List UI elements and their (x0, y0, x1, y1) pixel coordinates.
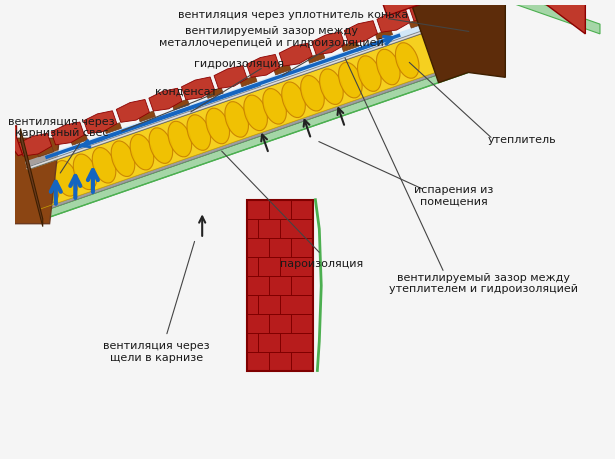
Polygon shape (344, 22, 378, 45)
Polygon shape (116, 100, 149, 123)
Ellipse shape (225, 102, 248, 138)
Text: пароизоляция: пароизоляция (280, 258, 363, 269)
Text: испарения из
помещения: испарения из помещения (415, 185, 494, 206)
Polygon shape (51, 123, 84, 146)
Ellipse shape (54, 161, 78, 197)
Polygon shape (341, 42, 359, 52)
Text: гидроизоляция: гидроизоляция (194, 59, 284, 69)
Polygon shape (383, 0, 483, 17)
Polygon shape (507, 0, 585, 35)
Polygon shape (377, 11, 410, 33)
Ellipse shape (206, 109, 229, 145)
Polygon shape (206, 89, 223, 99)
Ellipse shape (339, 63, 362, 99)
Ellipse shape (263, 90, 287, 125)
Polygon shape (36, 147, 54, 157)
Ellipse shape (301, 76, 324, 112)
Bar (247, 200, 314, 371)
Ellipse shape (168, 122, 192, 157)
Text: вентилируемый зазор между
металлочерепицей и гидроизоляцией: вентилируемый зазор между металлочерепиц… (159, 26, 384, 47)
Polygon shape (0, 126, 22, 157)
Ellipse shape (357, 56, 381, 92)
Ellipse shape (73, 155, 97, 190)
Polygon shape (240, 77, 257, 88)
Polygon shape (502, 0, 600, 35)
Polygon shape (279, 44, 312, 67)
Polygon shape (27, 22, 451, 171)
Polygon shape (42, 66, 468, 219)
Text: вентиляция через
щели в карнизе: вентиляция через щели в карнизе (103, 341, 210, 362)
Text: конденсат: конденсат (154, 86, 216, 96)
Polygon shape (274, 65, 291, 76)
Polygon shape (20, 129, 42, 227)
Ellipse shape (395, 44, 419, 79)
Polygon shape (71, 135, 87, 146)
Polygon shape (172, 100, 189, 111)
Text: вентиляция через
карнизный свес: вентиляция через карнизный свес (9, 117, 115, 138)
Text: вентиляция через уплотнитель конька: вентиляция через уплотнитель конька (178, 10, 408, 20)
Ellipse shape (320, 70, 343, 105)
Polygon shape (41, 63, 466, 212)
Polygon shape (308, 53, 325, 64)
Polygon shape (84, 112, 117, 134)
Ellipse shape (149, 129, 173, 164)
Ellipse shape (244, 96, 268, 131)
Ellipse shape (111, 142, 135, 177)
Polygon shape (214, 67, 247, 90)
Ellipse shape (36, 168, 59, 203)
Polygon shape (25, 16, 450, 168)
Polygon shape (18, 134, 52, 157)
Polygon shape (410, 0, 443, 22)
Polygon shape (312, 33, 345, 56)
Text: утеплитель: утеплитель (488, 135, 557, 145)
Ellipse shape (282, 83, 305, 118)
Polygon shape (28, 24, 465, 209)
Polygon shape (149, 89, 182, 112)
Polygon shape (410, 18, 426, 29)
Ellipse shape (92, 148, 116, 184)
Polygon shape (413, 0, 506, 84)
Polygon shape (375, 30, 392, 41)
Polygon shape (247, 56, 280, 78)
Text: вентилируемый зазор между
утеплителем и гидроизоляцией: вентилируемый зазор между утеплителем и … (389, 272, 577, 294)
Polygon shape (138, 112, 156, 123)
Polygon shape (105, 123, 122, 134)
Polygon shape (10, 139, 59, 224)
Ellipse shape (376, 50, 400, 86)
Ellipse shape (130, 135, 154, 171)
Ellipse shape (187, 116, 210, 151)
Polygon shape (181, 78, 215, 101)
